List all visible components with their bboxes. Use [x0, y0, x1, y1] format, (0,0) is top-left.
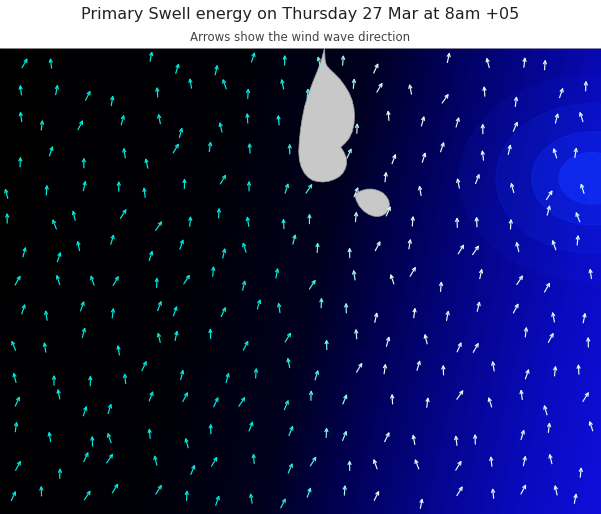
Polygon shape	[355, 189, 389, 216]
Circle shape	[559, 153, 601, 204]
Circle shape	[532, 132, 601, 225]
Text: Arrows show the wind wave direction: Arrows show the wind wave direction	[191, 31, 410, 44]
Circle shape	[460, 76, 601, 281]
Text: Primary Swell energy on Thursday 27 Mar at 8am +05: Primary Swell energy on Thursday 27 Mar …	[81, 7, 520, 22]
Circle shape	[496, 104, 601, 253]
Polygon shape	[299, 48, 355, 182]
